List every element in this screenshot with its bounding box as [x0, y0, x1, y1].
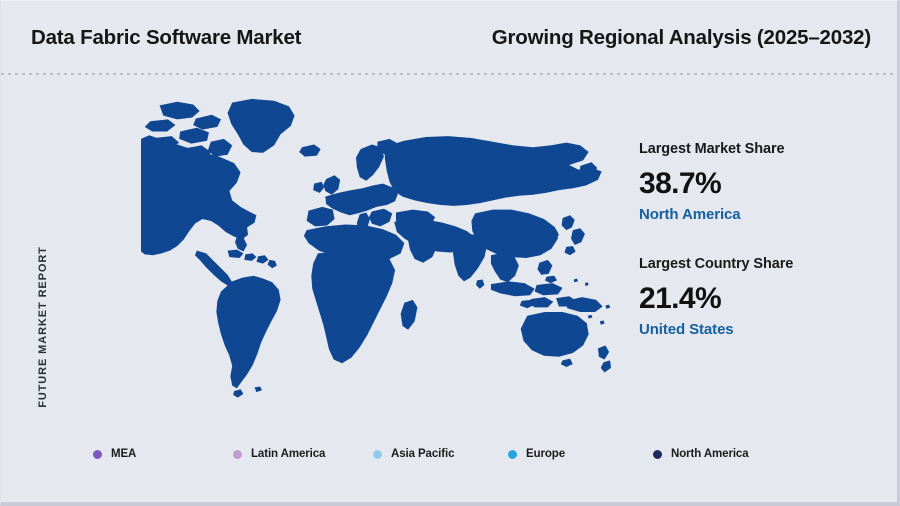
legend-dot-icon: [508, 449, 517, 459]
legend-dot-icon: [93, 449, 102, 459]
brand-vertical-text: FUTURE MARKET REPORT: [37, 246, 50, 408]
legend-item-mea: MEA: [93, 448, 233, 460]
header: Data Fabric Software Market Growing Regi…: [1, 1, 897, 75]
legend-item-europe: Europe: [508, 448, 653, 460]
brand-vertical-label: FUTURE MARKET REPORT: [34, 237, 52, 417]
legend-label: Latin America: [251, 448, 326, 460]
legend-label: Europe: [526, 448, 566, 460]
legend-label: MEA: [111, 448, 137, 460]
stat-block-country-share: Largest Country Share 21.4% United State…: [639, 256, 884, 339]
legend-dot-icon: [233, 449, 242, 459]
world-map: [141, 97, 611, 407]
page-title: Data Fabric Software Market: [31, 25, 302, 49]
stat-label: Largest Country Share: [639, 255, 794, 272]
stat-region: North America: [639, 205, 741, 223]
legend-item-asia-pacific: Asia Pacific: [373, 448, 508, 460]
legend-dot-icon: [653, 449, 662, 459]
stat-region: United States: [639, 320, 734, 338]
stat-value: 38.7%: [639, 167, 722, 201]
legend-label: Asia Pacific: [391, 448, 455, 460]
header-divider: [1, 73, 897, 75]
legend-dot-icon: [373, 449, 382, 459]
map-legend: MEA Latin America Asia Pacific Europe No…: [93, 448, 749, 460]
legend-item-latin-america: Latin America: [233, 448, 373, 460]
stat-value: 21.4%: [639, 282, 722, 316]
legend-item-north-america: North America: [653, 448, 749, 460]
world-map-landmasses: [141, 98, 611, 398]
stats-panel: Largest Market Share 38.7% North America…: [639, 141, 884, 339]
stat-label: Largest Market Share: [639, 141, 785, 157]
stat-block-market-share: Largest Market Share 38.7% North America: [639, 141, 884, 224]
header-subtitle: Growing Regional Analysis (2025–2032): [491, 25, 871, 49]
legend-label: North America: [671, 448, 749, 460]
world-map-svg: [141, 98, 611, 398]
